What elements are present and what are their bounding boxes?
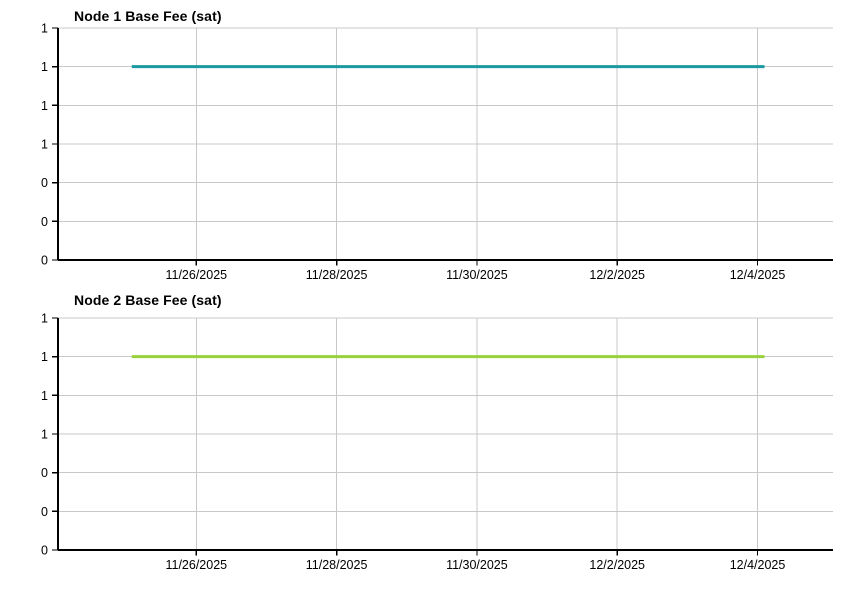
y-tick-label: 0 xyxy=(41,215,48,229)
y-tick-label: 1 xyxy=(41,60,48,74)
y-tick-label: 1 xyxy=(41,350,48,364)
node1-base-fee-line-chart: 1 1 1 1 0 0 0 11/26/2025 11/28/2025 11/30/2025 12/… xyxy=(41,22,833,282)
y-tick-label: 0 xyxy=(41,544,48,558)
y-tick-label: 0 xyxy=(41,176,48,190)
y-tick-label: 1 xyxy=(41,138,48,152)
y-tick-label: 1 xyxy=(41,312,48,326)
y-tick-label: 1 xyxy=(41,389,48,403)
y-tick-label: 1 xyxy=(41,428,48,442)
x-tick-label: 11/30/2025 xyxy=(446,268,508,282)
node2-chart-title: Node 2 Base Fee (sat) xyxy=(74,292,222,308)
y-tick-label: 0 xyxy=(41,254,48,268)
x-tick-label: 11/26/2025 xyxy=(165,558,227,572)
y-tick-label: 0 xyxy=(41,505,48,519)
x-tick-label: 12/4/2025 xyxy=(730,558,786,572)
x-tick-label: 11/28/2025 xyxy=(306,268,368,282)
node1-chart-title: Node 1 Base Fee (sat) xyxy=(74,8,222,24)
x-tick-label: 11/26/2025 xyxy=(165,268,227,282)
node2-base-fee-line-chart: 1 1 1 1 0 0 0 11/26/2025 11/28/2025 11/30/2025 12/… xyxy=(41,312,833,572)
x-tick-label: 12/4/2025 xyxy=(730,268,786,282)
x-tick-label: 12/2/2025 xyxy=(589,268,645,282)
x-tick-label: 11/28/2025 xyxy=(306,558,368,572)
y-tick-label: 0 xyxy=(41,466,48,480)
x-tick-label: 12/2/2025 xyxy=(589,558,645,572)
y-tick-label: 1 xyxy=(41,99,48,113)
x-tick-label: 11/30/2025 xyxy=(446,558,508,572)
y-tick-label: 1 xyxy=(41,22,48,36)
